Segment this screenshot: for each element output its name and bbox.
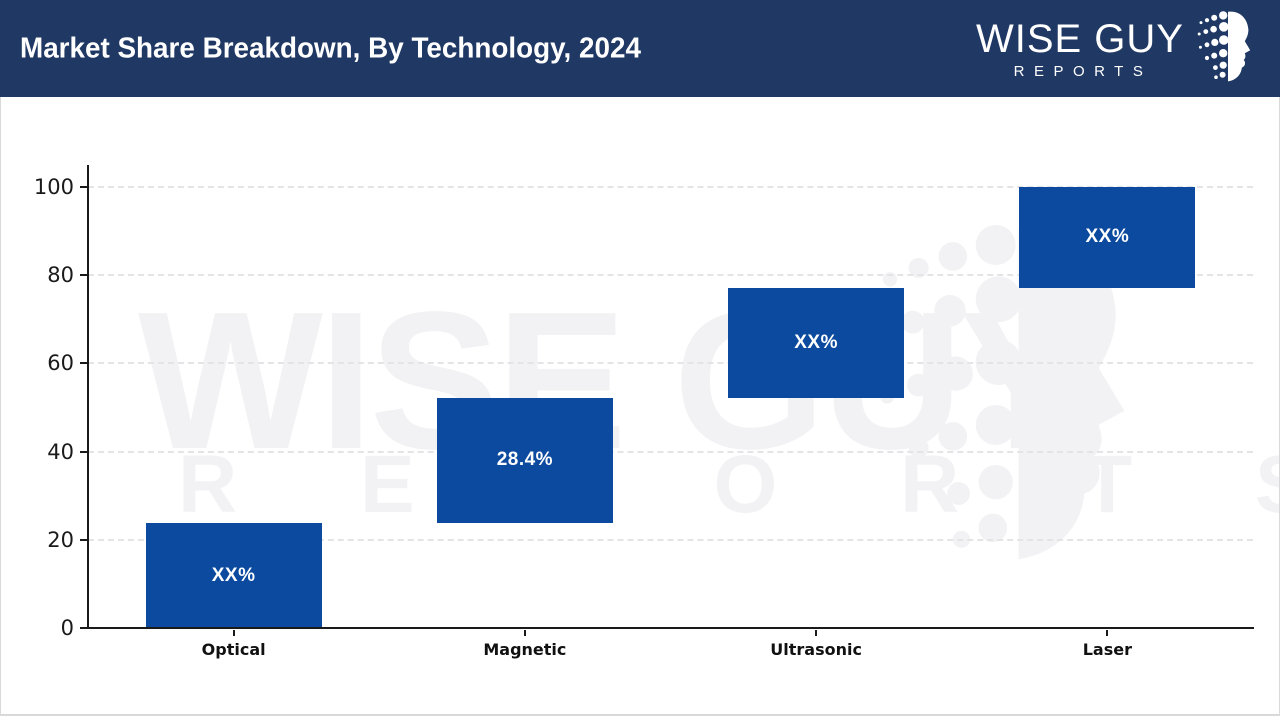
- y-tick-label: 20: [47, 527, 74, 552]
- y-tick-label: 0: [60, 616, 74, 640]
- x-tick-label-optical: Optical: [201, 640, 266, 659]
- bar-segment-magnetic: 28.4%: [436, 397, 613, 524]
- y-tick-label: 100: [33, 175, 74, 199]
- bar-value-label: XX%: [794, 331, 838, 353]
- gridline: [88, 186, 1253, 188]
- y-axis-line: [87, 165, 89, 629]
- x-axis-line: [87, 627, 1254, 629]
- y-axis-tick: [80, 538, 87, 541]
- logo-subtitle: REPORTS: [1013, 63, 1153, 80]
- y-tick-label: 60: [47, 351, 74, 376]
- gridline: [88, 274, 1253, 277]
- header-bar: Market Share Breakdown, By Technology, 2…: [0, 0, 1280, 97]
- bar-segment-laser: XX%: [1019, 187, 1196, 288]
- y-axis-tick: [80, 450, 87, 453]
- bar-segment-optical: XX%: [145, 523, 322, 628]
- x-tick-label-laser: Laser: [1082, 640, 1132, 659]
- y-tick-label: 80: [47, 263, 74, 288]
- gridline: [88, 450, 1253, 453]
- y-axis-tick: [80, 362, 87, 365]
- logo-text: WISE GUY REPORTS: [976, 19, 1184, 79]
- bar-value-label: 28.4%: [496, 449, 554, 471]
- chart-plot-area: 0 20 40 60 80 100 Optical Magnetic Ultrasonic Las…: [0, 97, 1280, 720]
- bar-value-label: XX%: [1085, 226, 1130, 248]
- x-tick-label-magnetic: Magnetic: [483, 640, 567, 659]
- chart-title: Market Share Breakdown, By Technology, 2…: [20, 32, 641, 64]
- watermark-dotted-head-icon: [874, 225, 1125, 560]
- y-axis-tick: [80, 274, 87, 277]
- watermark-text-sub: R E P O R T S: [178, 439, 1280, 530]
- x-axis-tick: [232, 630, 235, 636]
- y-tick-label: 40: [47, 439, 74, 464]
- logo-wordmark: WISE GUY: [975, 17, 1184, 61]
- x-axis-tick: [1106, 630, 1109, 636]
- gridline: [88, 538, 1253, 541]
- y-axis-tick: [80, 627, 87, 629]
- dotted-head-icon: [1197, 11, 1251, 82]
- x-axis-tick: [523, 630, 526, 636]
- bar-segment-ultrasonic: XX%: [728, 287, 905, 398]
- wise-guy-reports-logo: WISE GUY REPORTS: [976, 8, 1266, 90]
- y-axis-tick: [80, 186, 87, 188]
- gridline: [88, 362, 1253, 365]
- watermark-text-main: WISE GUY: [138, 271, 1090, 490]
- x-tick-label-ultrasonic: Ultrasonic: [770, 640, 862, 659]
- x-axis-tick: [815, 630, 818, 636]
- bar-value-label: XX%: [211, 564, 256, 586]
